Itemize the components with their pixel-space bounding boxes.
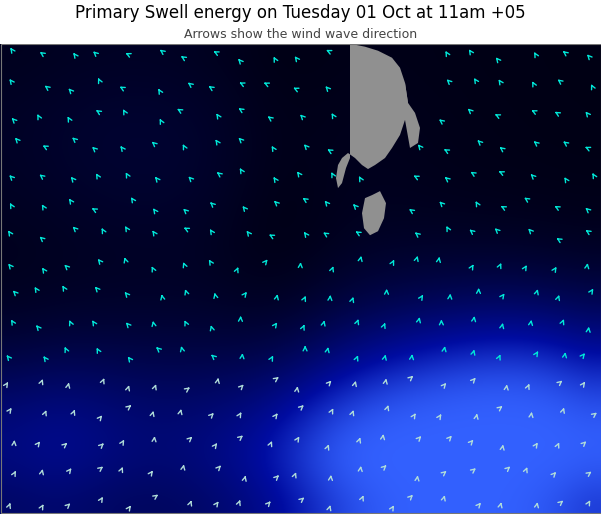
Text: Arrows show the wind wave direction: Arrows show the wind wave direction [184,28,417,42]
Polygon shape [405,83,420,148]
Text: Primary Swell energy on Tuesday 01 Oct at 11am +05: Primary Swell energy on Tuesday 01 Oct a… [75,4,526,22]
Polygon shape [336,44,408,188]
Polygon shape [362,191,386,235]
